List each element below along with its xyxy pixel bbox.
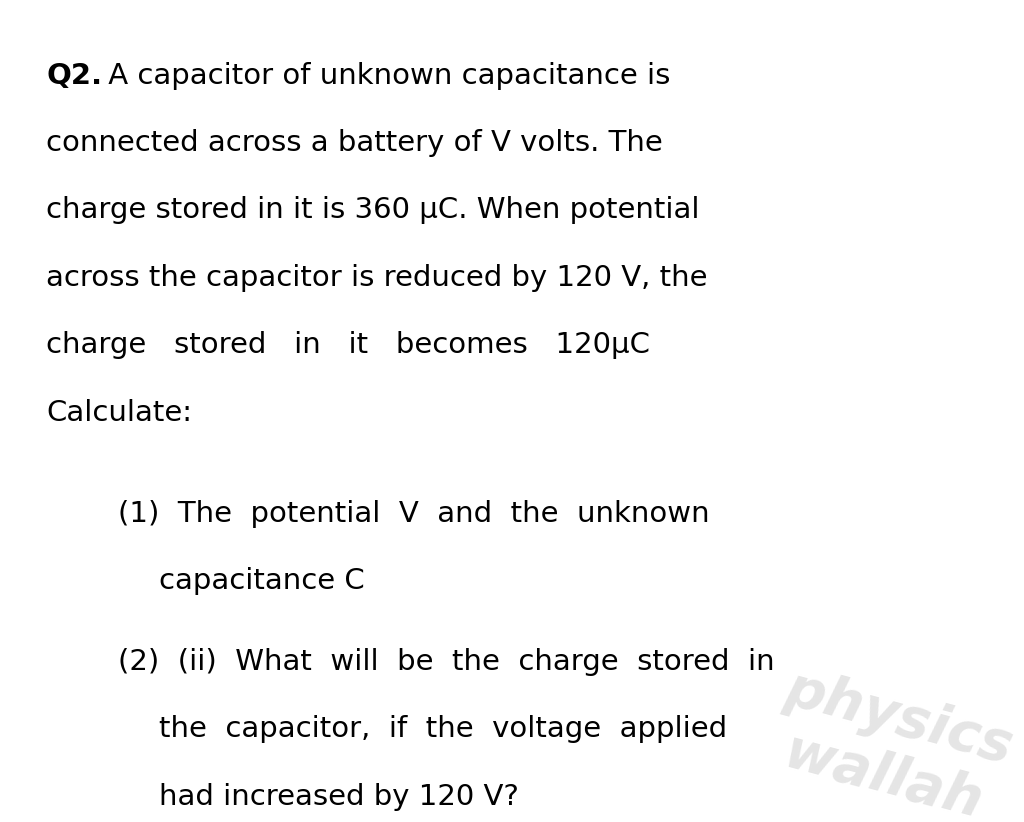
Text: charge stored in it is 360 μC. When potential: charge stored in it is 360 μC. When pote… <box>46 196 699 224</box>
Text: charge   stored   in   it   becomes   120μC: charge stored in it becomes 120μC <box>46 331 650 359</box>
Text: (2)  (ii)  What  will  be  the  charge  stored  in: (2) (ii) What will be the charge stored … <box>118 648 774 676</box>
Text: physics
wallah: physics wallah <box>763 662 1019 822</box>
Text: A capacitor of unknown capacitance is: A capacitor of unknown capacitance is <box>99 62 671 90</box>
Text: Calculate:: Calculate: <box>46 399 193 427</box>
Text: had increased by 120 V?: had increased by 120 V? <box>159 783 518 810</box>
Text: (1)  The  potential  V  and  the  unknown: (1) The potential V and the unknown <box>118 500 710 528</box>
Text: the  capacitor,  if  the  voltage  applied: the capacitor, if the voltage applied <box>159 715 727 743</box>
Text: connected across a battery of V volts. The: connected across a battery of V volts. T… <box>46 129 663 157</box>
Text: across the capacitor is reduced by 120 V, the: across the capacitor is reduced by 120 V… <box>46 264 708 292</box>
Text: Q2.: Q2. <box>46 62 102 90</box>
Text: capacitance C: capacitance C <box>159 567 365 595</box>
